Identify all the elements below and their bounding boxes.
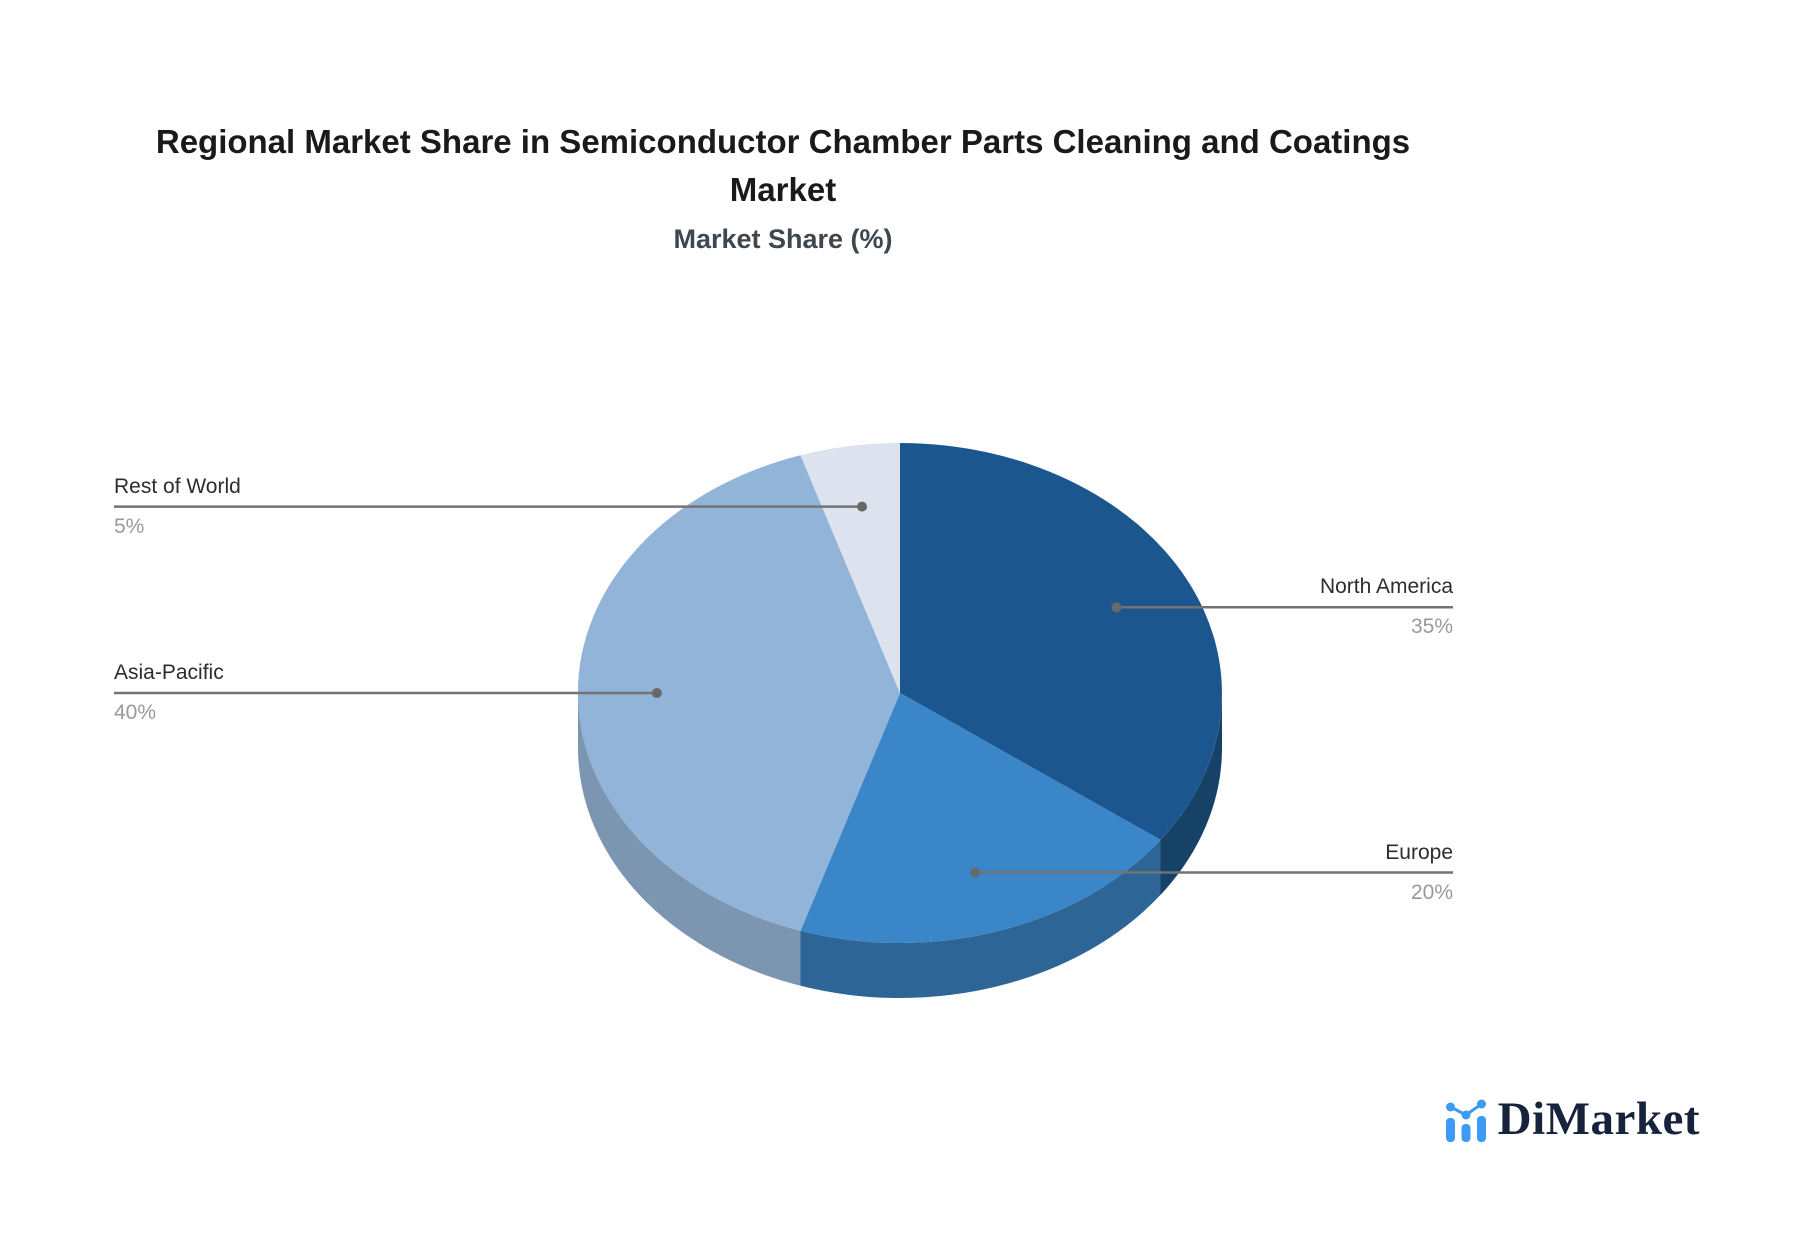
logo-dot: [1476, 1099, 1486, 1109]
callout-north-america: North America 35%: [1320, 574, 1453, 640]
pie-slice-side-north-america: [1160, 693, 1222, 895]
callout-rest-of-world: Rest of World 5%: [114, 474, 241, 540]
callout-europe: Europe 20%: [1385, 840, 1453, 906]
title-block: Regional Market Share in Semiconductor C…: [0, 118, 1566, 258]
logo-bar: [1476, 1116, 1486, 1142]
callout-value: 40%: [114, 701, 157, 724]
dimarket-logo: DiMarket: [1445, 1093, 1700, 1145]
leader-dot-north-america: [1111, 602, 1122, 613]
logo-bar: [1461, 1124, 1471, 1142]
logo-text: DiMarket: [1497, 1093, 1700, 1145]
logo-bar: [1445, 1118, 1455, 1142]
callout-asia-pacific: Asia-Pacific 40%: [114, 660, 224, 726]
chart-title-line-1: Regional Market Share in Semiconductor C…: [155, 123, 1411, 160]
pie-slice-asia-pacific[interactable]: [577, 455, 900, 931]
logo-dot: [1445, 1102, 1455, 1112]
leader-dot-europe: [970, 867, 981, 878]
callout-label: North America: [1319, 575, 1453, 599]
callout-value: 35%: [1410, 615, 1453, 639]
pie-slice-north-america[interactable]: [900, 443, 1222, 840]
pie-slice-side-europe: [800, 839, 1161, 999]
logo-dot: [1461, 1110, 1471, 1120]
callout-value: 5%: [114, 514, 145, 538]
callout-label: Rest of World: [114, 474, 241, 498]
callout-label: Europe: [1385, 840, 1453, 864]
callout-value: 20%: [1410, 880, 1453, 904]
leader-dot-asia-pacific: [651, 688, 662, 698]
chart-title-line-2: Market: [729, 171, 837, 208]
chart-subtitle: Market Share (%): [673, 224, 893, 254]
pie-slice-europe[interactable]: [800, 693, 1161, 944]
bar-line-chart-icon: [1445, 1099, 1486, 1142]
callout-label: Asia-Pacific: [114, 661, 224, 684]
leader-dot-rest-of-world: [857, 501, 867, 512]
pie-slice-side-asia-pacific: [578, 693, 801, 986]
